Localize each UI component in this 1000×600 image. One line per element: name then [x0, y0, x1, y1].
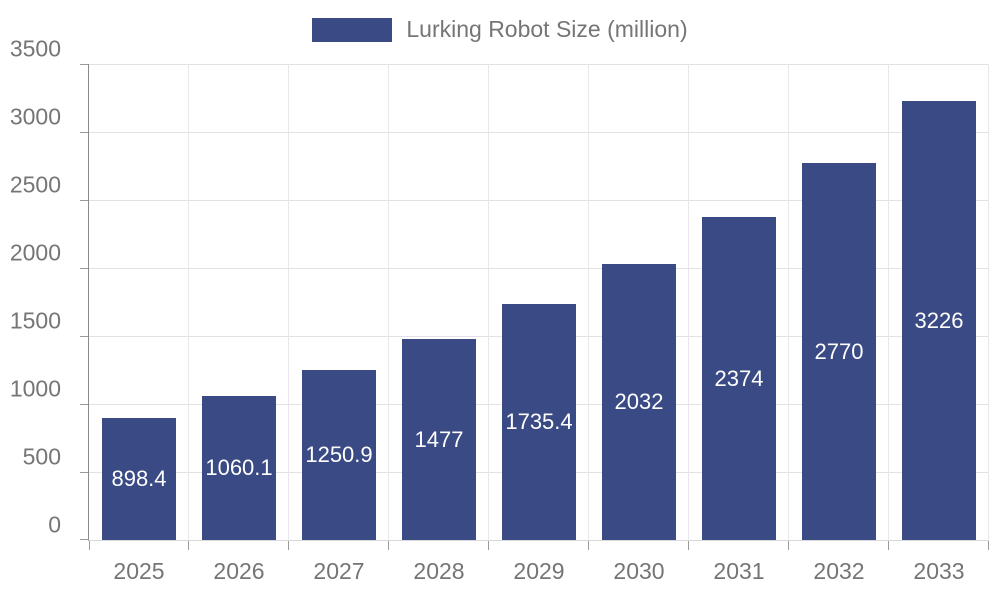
gridline-vertical: [888, 64, 889, 540]
y-axis-tick: [80, 200, 88, 201]
x-axis-tick-label: 2032: [813, 558, 865, 584]
bar-value-label: 1250.9: [305, 441, 373, 467]
bar-value-label: 1060.1: [205, 454, 273, 480]
y-axis-tick-label: 0: [48, 511, 61, 538]
bar-value-label: 3226: [914, 307, 964, 333]
bar-value-label: 1735.4: [505, 409, 573, 434]
x-axis-tick: [388, 541, 389, 550]
bar-2025[interactable]: 898.4: [102, 417, 176, 540]
bar-2027[interactable]: 1250.9: [302, 369, 376, 540]
bar-value-label: 2770: [814, 338, 864, 364]
x-axis-tick-label: 2031: [713, 558, 765, 584]
y-axis-tick: [80, 268, 88, 269]
bar-2026[interactable]: 1060.1: [202, 395, 276, 540]
bar-2033[interactable]: 3226: [902, 101, 976, 540]
y-axis-tick: [80, 132, 88, 133]
bar-value-label: 2374: [714, 365, 764, 391]
y-axis-tick: [80, 472, 88, 473]
legend-swatch: [312, 17, 393, 42]
x-axis-tick: [688, 541, 689, 550]
y-axis-tick: [80, 404, 88, 405]
y-axis-tick-label: 3000: [9, 103, 61, 130]
y-axis-tick-label: 2500: [9, 171, 61, 198]
y-axis-tick-label: 1000: [9, 375, 61, 402]
bar-2030[interactable]: 2032: [602, 263, 676, 540]
gridline-vertical: [388, 64, 389, 540]
gridline-vertical: [188, 64, 189, 540]
y-axis-tick-label: 2000: [9, 239, 61, 266]
gridline-horizontal: [89, 132, 989, 133]
x-axis-tick: [988, 541, 989, 550]
x-axis-tick: [888, 541, 889, 550]
x-axis-tick-label: 2028: [413, 558, 465, 584]
gridline-vertical: [788, 64, 789, 540]
bar-2028[interactable]: 1477: [402, 339, 476, 540]
plot-area: 0 500 1000 1500 2000 2500 3000 3500 898.4 2025 106…: [10, 36, 989, 584]
y-axis-tick-label: 1500: [9, 307, 61, 334]
x-axis-tick-label: 2027: [313, 558, 365, 584]
legend: Lurking Robot Size (million): [0, 16, 1000, 43]
gridline-vertical: [288, 64, 289, 540]
x-axis-tick-label: 2030: [613, 558, 665, 584]
x-axis-tick: [488, 541, 489, 550]
gridline-vertical: [588, 64, 589, 540]
y-axis-tick: [80, 539, 88, 540]
gridline-vertical: [488, 64, 489, 540]
gridline-horizontal: [89, 64, 989, 65]
gridline-horizontal: [89, 200, 989, 201]
bar-value-label: 898.4: [111, 465, 167, 491]
bar-value-label: 2032: [614, 388, 664, 414]
x-axis-tick: [788, 541, 789, 550]
gridline-horizontal: [89, 268, 989, 269]
x-axis-tick: [288, 541, 289, 550]
x-axis-tick: [188, 541, 189, 550]
x-axis-tick-label: 2033: [913, 558, 965, 584]
legend-item-lurking-robot-size[interactable]: Lurking Robot Size (million): [312, 16, 688, 43]
x-axis-tick-label: 2026: [213, 558, 265, 584]
y-axis-tick-label: 500: [22, 443, 61, 470]
x-axis-tick-label: 2029: [513, 558, 565, 584]
gridline-vertical: [988, 64, 989, 540]
bar-2032[interactable]: 2770: [802, 163, 876, 540]
x-axis-tick-label: 2025: [113, 558, 165, 584]
y-axis-tick: [80, 336, 88, 337]
bar-2031[interactable]: 2374: [702, 217, 776, 540]
y-axis-tick: [80, 64, 88, 65]
x-axis-tick: [89, 541, 90, 550]
y-axis-tick-label: 3500: [9, 35, 61, 62]
legend-label: Lurking Robot Size (million): [406, 16, 688, 42]
bar-value-label: 1477: [414, 426, 464, 452]
gridline-vertical: [688, 64, 689, 540]
x-axis-tick: [588, 541, 589, 550]
bar-2029[interactable]: 1735.4: [502, 304, 576, 540]
